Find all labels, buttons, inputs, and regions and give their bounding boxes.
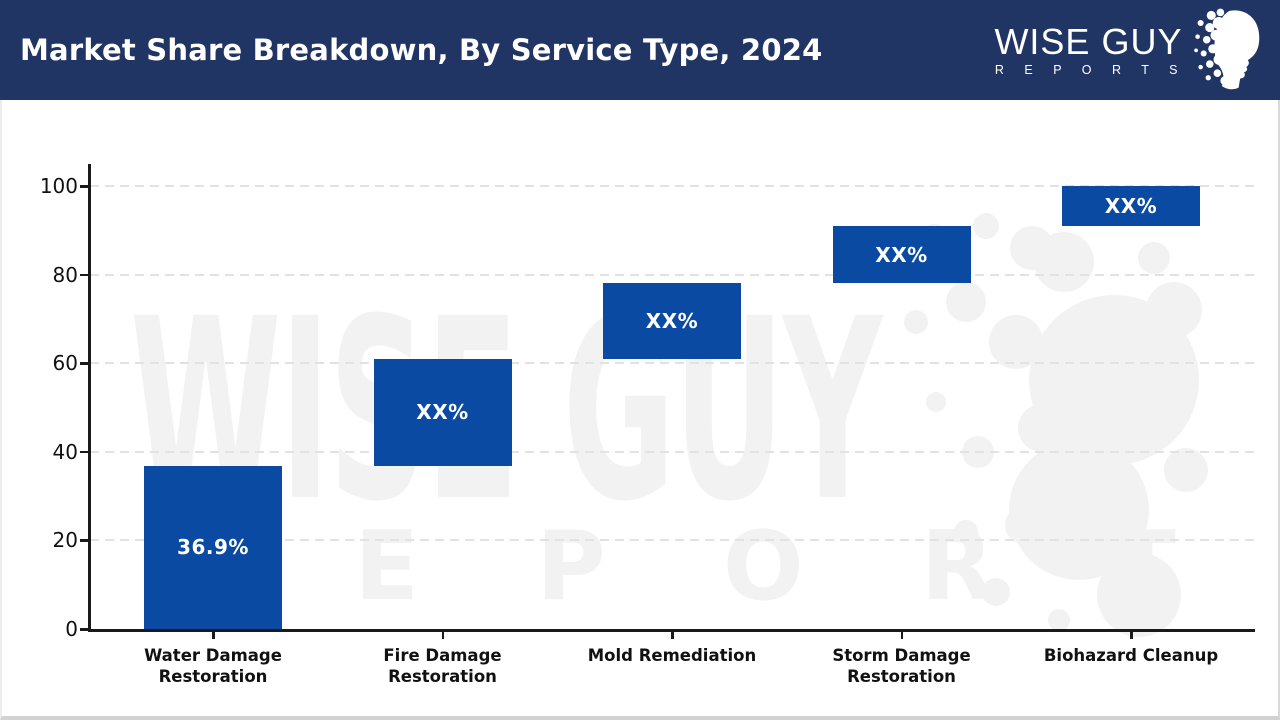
header-bar: Market Share Breakdown, By Service Type,… <box>0 0 1280 100</box>
y-tick-label-40: 40 <box>52 439 78 464</box>
bar-water-damage-restoration: 36.9% <box>144 465 282 629</box>
bar-value-label: XX% <box>1104 193 1158 218</box>
bar-storm-damage-restoration: XX% <box>832 225 971 284</box>
x-category-label-2: Mold Remediation <box>587 646 757 665</box>
y-tick-label-20: 20 <box>52 528 78 553</box>
logo-wordmark: WISE GUY R E P O R T S <box>991 20 1186 77</box>
bar-fire-damage-restoration: XX% <box>373 358 512 466</box>
y-tick-label-60: 60 <box>52 351 78 376</box>
x-category-label-0: Water Damage Restoration <box>144 646 282 687</box>
y-tick-mark-60 <box>80 362 90 365</box>
y-tick-mark-80 <box>80 273 90 277</box>
y-tick-label-100: 100 <box>39 174 78 198</box>
x-tick-mark-2 <box>671 631 674 639</box>
bar-value-label: 36.9% <box>177 535 249 560</box>
chart-region: WISE GUY R E P O R T S 0 20 40 60 80 100 36.9%… <box>0 100 1280 720</box>
x-tick-mark-1 <box>441 631 444 639</box>
y-tick-mark-20 <box>80 539 90 542</box>
logo-wordmark-line2: R E P O R T S <box>994 62 1186 77</box>
x-axis-line <box>88 629 1255 632</box>
y-tick-label-0: 0 <box>65 617 78 641</box>
y-gridline-20 <box>90 539 1255 542</box>
y-tick-mark-40 <box>80 450 90 454</box>
y-gridline-40 <box>90 450 1255 453</box>
y-gridline-80 <box>90 273 1255 276</box>
logo-wordmark-line1: WISE GUY <box>994 20 1183 62</box>
x-tick-mark-4 <box>1130 631 1133 639</box>
x-tick-mark-0 <box>212 631 215 639</box>
bar-biohazard-cleanup: XX% <box>1062 186 1200 226</box>
x-category-label-3: Storm Damage Restoration <box>832 646 971 687</box>
y-tick-mark-0 <box>80 628 90 631</box>
bar-value-label: XX% <box>416 400 469 425</box>
dotted-head-profile-icon <box>1194 8 1260 90</box>
wiseguy-logo: WISE GUY R E P O R T S <box>991 6 1266 94</box>
chart-title: Market Share Breakdown, By Service Type,… <box>20 33 823 67</box>
x-category-label-4: Biohazard Cleanup <box>1043 646 1219 665</box>
y-tick-mark-100 <box>80 185 90 188</box>
plot-area: 0 20 40 60 80 100 36.9% Water Damage Restoratio… <box>2 100 1278 716</box>
x-tick-mark-3 <box>900 631 903 639</box>
y-gridline-100 <box>90 185 1255 187</box>
y-axis-line <box>88 164 91 631</box>
y-tick-label-80: 80 <box>52 262 78 287</box>
bar-value-label: XX% <box>645 309 699 334</box>
bar-value-label: XX% <box>875 242 928 267</box>
bar-mold-remediation: XX% <box>603 283 741 359</box>
y-gridline-60 <box>90 362 1255 365</box>
x-category-label-1: Fire Damage Restoration <box>383 646 502 687</box>
